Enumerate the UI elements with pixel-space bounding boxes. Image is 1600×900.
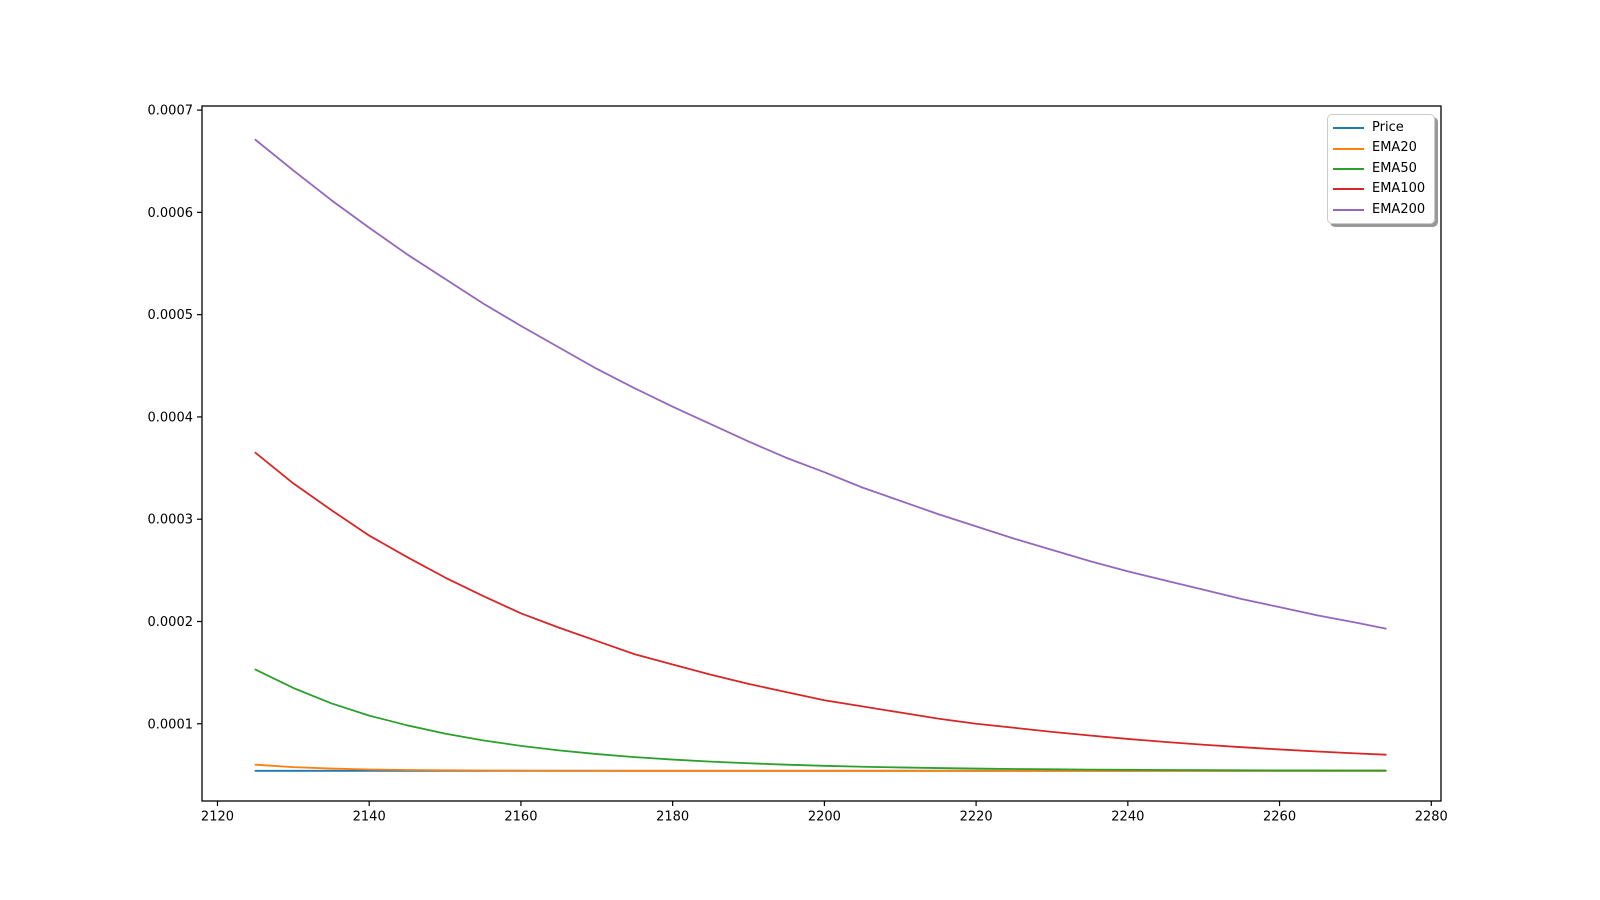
- x-tick-label: 2160: [504, 810, 537, 825]
- legend-line-swatch-price: [1333, 127, 1364, 130]
- legend-label: EMA100: [1372, 181, 1426, 197]
- legend: Price EMA20 EMA50 EMA100 EMA200: [1327, 114, 1435, 224]
- y-tick-label: 0.0005: [148, 308, 194, 323]
- y-tick-label: 0.0004: [148, 410, 194, 425]
- x-tick-label: 2280: [1415, 810, 1448, 825]
- x-tick-label: 2180: [656, 810, 689, 825]
- legend-label: Price: [1372, 120, 1404, 135]
- plot-area-border: [201, 105, 1442, 802]
- series-line-ema200: [254, 138, 1387, 630]
- legend-label: EMA20: [1372, 140, 1417, 156]
- y-tick-label: 0.0007: [148, 104, 194, 119]
- legend-line-swatch-ema20: [1333, 147, 1364, 150]
- legend-line-swatch-ema50: [1333, 167, 1364, 170]
- legend-line-swatch-ema200: [1333, 208, 1364, 211]
- y-tick-label: 0.0001: [148, 717, 194, 732]
- x-tick-label: 2140: [353, 810, 386, 825]
- x-tick-label: 2200: [808, 810, 841, 825]
- legend-item-price: Price: [1333, 118, 1428, 138]
- legend-label: EMA200: [1372, 201, 1426, 217]
- legend-item-ema200: EMA200: [1333, 200, 1428, 220]
- x-tick-label: 2240: [1111, 810, 1144, 825]
- series-line-ema50: [254, 668, 1387, 772]
- series-line-ema100: [254, 451, 1387, 756]
- y-tick-label: 0.0006: [148, 206, 194, 221]
- legend-item-ema50: EMA50: [1333, 159, 1428, 179]
- x-tick-label: 2120: [201, 810, 234, 825]
- x-tick-label: 2260: [1263, 810, 1296, 825]
- legend-line-swatch-ema100: [1333, 188, 1364, 191]
- y-tick-label: 0.0003: [148, 513, 194, 528]
- x-tick-label: 2220: [960, 810, 993, 825]
- legend-item-ema100: EMA100: [1333, 179, 1428, 199]
- legend-label: EMA50: [1372, 160, 1417, 176]
- legend-item-ema20: EMA20: [1333, 138, 1428, 158]
- y-tick-label: 0.0002: [148, 615, 194, 630]
